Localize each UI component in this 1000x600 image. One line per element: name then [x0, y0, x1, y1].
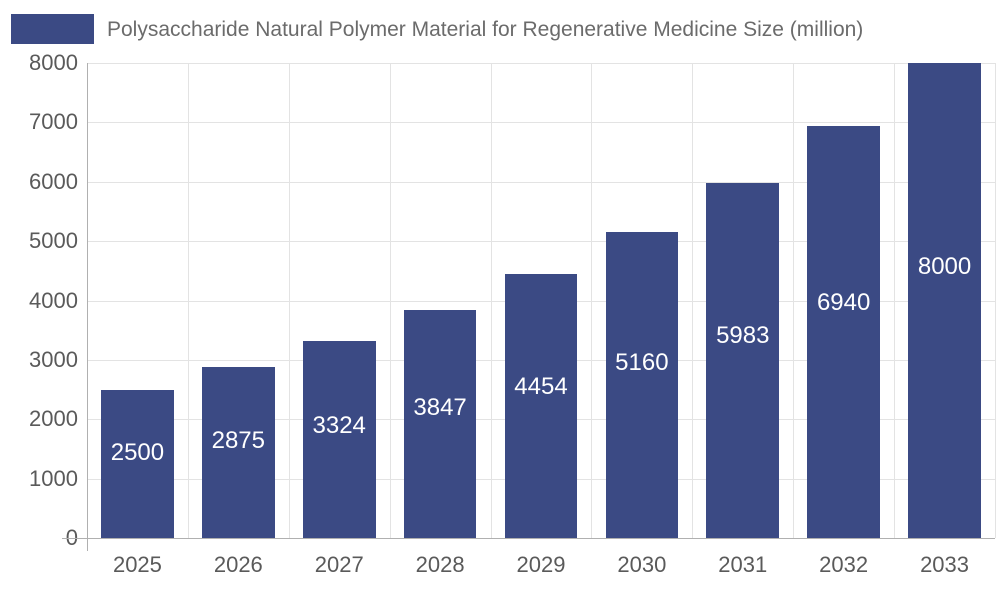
x-axis-tick-label: 2029	[516, 552, 566, 577]
legend-color-swatch	[11, 14, 94, 44]
bar[interactable]: 2875	[202, 367, 275, 538]
bar-value-label: 5983	[716, 321, 770, 349]
plot-area: 2500 2875 3324 3847 4454 5160 5983 6940 8000	[87, 63, 996, 539]
y-axis-tick-label: 1000	[29, 465, 78, 491]
x-gridline	[793, 63, 794, 538]
bar[interactable]: 6940	[807, 125, 880, 538]
bar[interactable]: 8000	[908, 63, 981, 538]
y-gridline	[87, 122, 995, 124]
x-axis-tick-label: 2033	[920, 552, 970, 577]
y-axis-tick-label: 6000	[29, 168, 78, 194]
legend-series-label: Polysaccharide Natural Polymer Material …	[107, 17, 864, 41]
x-gridline	[995, 63, 996, 538]
bar[interactable]: 2500	[101, 389, 174, 538]
x-axis-tick-label: 2032	[819, 552, 869, 577]
bar-value-label: 2500	[110, 439, 165, 467]
y-gridline	[87, 181, 995, 183]
y-gridline	[87, 241, 995, 243]
x-axis-tick-label: 2026	[213, 552, 263, 577]
chart-legend: Polysaccharide Natural Polymer Material …	[11, 14, 863, 44]
x-gridline	[491, 63, 492, 538]
x-gridline	[390, 63, 391, 538]
x-axis-labels: 2025 2026 2027 2028 2029 2030 2031 2032 2033	[87, 551, 995, 591]
y-axis-tick-label: 7000	[29, 109, 78, 135]
bar-value-label: 4454	[514, 373, 568, 401]
y-axis-labels: 0 1000 2000 3000 4000 5000 6000 7000 8000	[0, 0, 78, 600]
bar-value-label: 6940	[816, 289, 871, 317]
bar[interactable]: 3324	[302, 340, 376, 538]
bar-value-label: 3324	[312, 411, 366, 439]
y-axis-tick-label: 2000	[29, 406, 78, 432]
y-axis-tick-label: 8000	[29, 50, 78, 75]
bar-value-label: 3847	[413, 393, 467, 421]
x-axis-line	[62, 538, 995, 539]
x-axis-tick-label: 2028	[415, 552, 465, 577]
bar[interactable]: 5160	[605, 231, 679, 538]
x-axis-tick-label: 2030	[617, 552, 667, 577]
bar-value-label: 5160	[615, 349, 669, 377]
x-gridline	[591, 63, 592, 538]
y-axis-tick-label: 0	[65, 525, 78, 550]
x-axis-tick-label: 2027	[314, 552, 364, 577]
x-axis-tick-label: 2031	[718, 552, 768, 577]
y-axis-tick-label: 3000	[29, 346, 78, 372]
y-axis-tick-label: 4000	[29, 287, 78, 313]
bar[interactable]: 4454	[504, 273, 578, 538]
bar[interactable]: 5983	[706, 182, 780, 538]
y-axis-line	[87, 63, 88, 551]
bar[interactable]: 3847	[403, 309, 477, 538]
bar-value-label: 2875	[211, 426, 265, 454]
x-gridline	[289, 63, 290, 538]
bar-value-label: 8000	[917, 253, 972, 281]
x-gridline	[692, 63, 693, 538]
y-axis-tick-label: 5000	[29, 228, 78, 254]
x-gridline	[188, 63, 189, 538]
y-gridline	[87, 63, 995, 64]
x-gridline	[894, 63, 895, 538]
x-axis-tick-label: 2025	[112, 552, 162, 577]
